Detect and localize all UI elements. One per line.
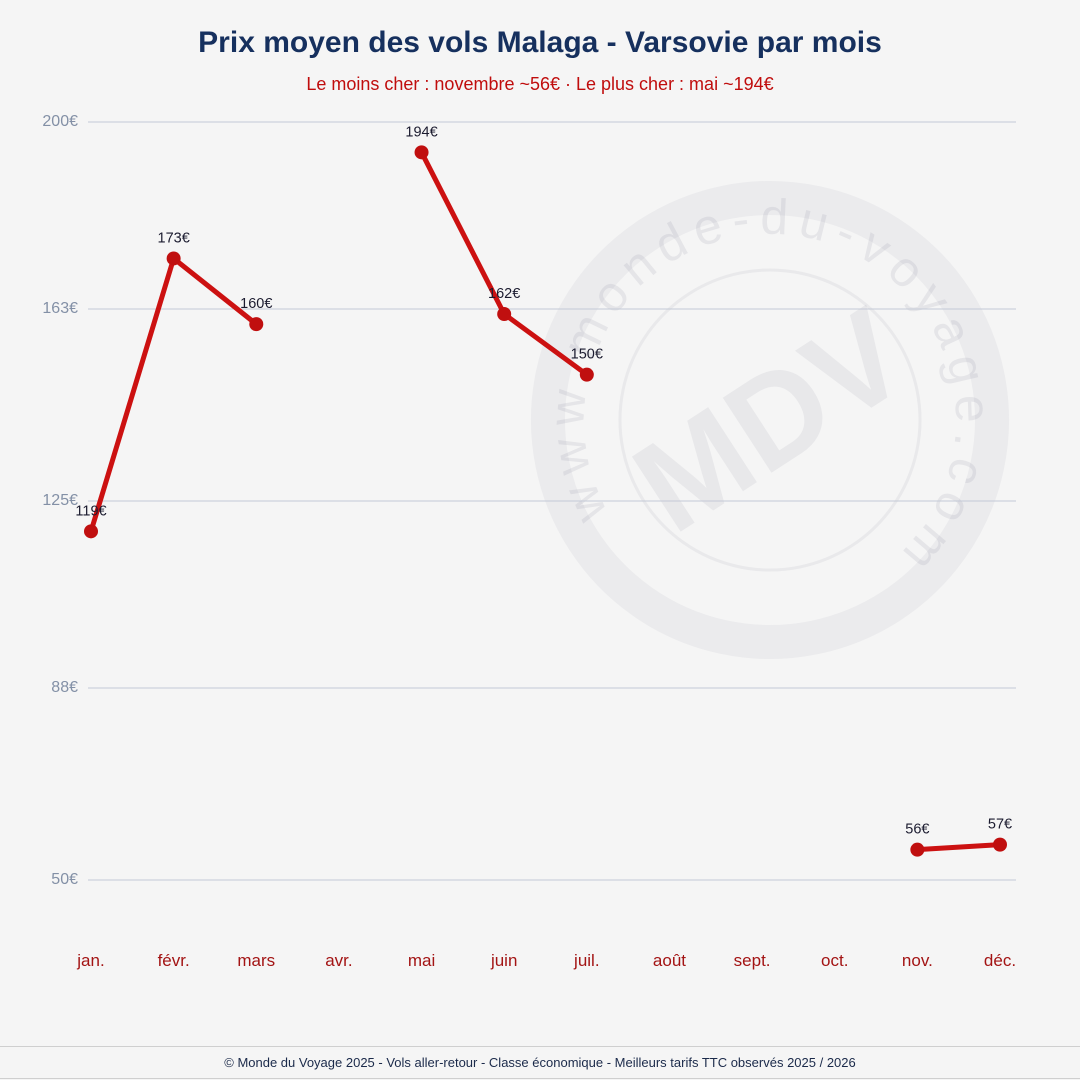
x-tick-label: oct.	[821, 951, 848, 970]
data-point	[166, 251, 181, 266]
data-point	[993, 837, 1007, 852]
x-tick-label: juil.	[573, 951, 600, 970]
y-tick-label: 163€	[42, 300, 78, 317]
x-tick-label: jan.	[76, 951, 104, 970]
y-tick-label: 200€	[42, 113, 78, 130]
x-tick-label: sept.	[734, 951, 771, 970]
data-point	[579, 367, 594, 382]
data-point-label: 194€	[405, 124, 437, 140]
x-tick-label: juin	[490, 951, 517, 970]
x-tick-label: août	[653, 951, 686, 970]
series-line	[914, 842, 1003, 853]
data-point-label: 119€	[75, 503, 106, 519]
series-line	[88, 255, 259, 534]
data-point	[910, 842, 925, 857]
chart-title: Prix moyen des vols Malaga - Varsovie pa…	[198, 26, 882, 59]
x-tick-label: mars	[237, 951, 275, 970]
data-point-label: 57€	[988, 817, 1012, 833]
data-point-label: 173€	[158, 230, 190, 246]
x-tick-label: avr.	[325, 951, 352, 970]
x-tick-label: févr.	[158, 951, 190, 970]
x-tick-label: mai	[408, 951, 435, 970]
y-tick-label: 88€	[51, 679, 78, 696]
data-point-label: 160€	[240, 296, 272, 312]
data-point-label: 162€	[488, 286, 520, 302]
footer: © Monde du Voyage 2025 - Vols aller-reto…	[0, 1046, 1080, 1079]
y-tick-label: 125€	[42, 492, 78, 509]
data-point-label: 150€	[571, 347, 603, 363]
x-tick-label: nov.	[902, 951, 933, 970]
data-point	[84, 524, 98, 539]
data-point	[249, 317, 264, 332]
data-point	[414, 145, 429, 160]
data-point	[497, 307, 512, 322]
data-point-label: 56€	[905, 822, 929, 838]
y-tick-label: 50€	[51, 871, 78, 888]
chart-subtitle: Le moins cher : novembre ~56€ · Le plus …	[306, 74, 774, 94]
footer-text: © Monde du Voyage 2025 - Vols aller-reto…	[224, 1055, 856, 1070]
x-tick-label: déc.	[984, 951, 1016, 970]
